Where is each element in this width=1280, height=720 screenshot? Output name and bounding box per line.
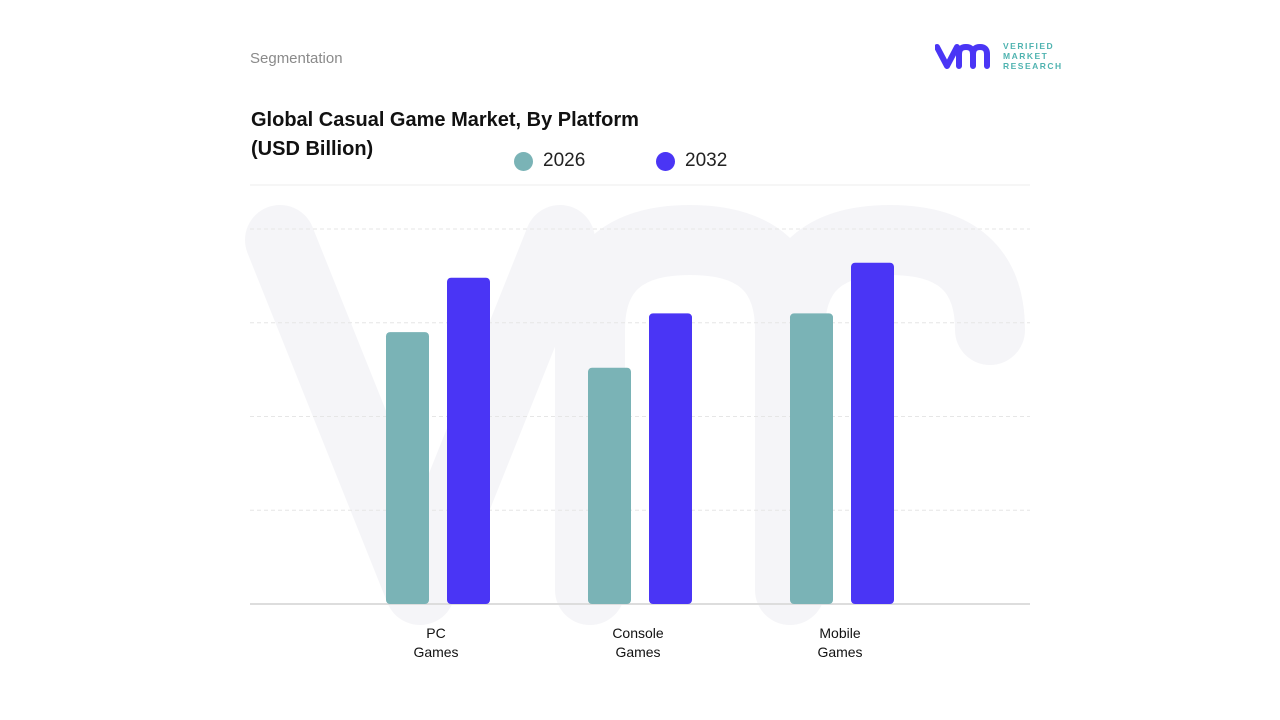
chart-title: Global Casual Game Market, By Platform (… <box>251 106 639 164</box>
bar-2032-console-games <box>649 313 692 604</box>
x-tick-label-line: Mobile <box>819 625 861 641</box>
logo-line: VERIFIED <box>1003 41 1055 51</box>
x-tick-label-line: Games <box>413 644 459 660</box>
x-tick-label-line: Console <box>612 625 664 641</box>
logo-line: RESEARCH <box>1003 61 1063 71</box>
legend-label: 2032 <box>685 150 728 171</box>
subtitle-line: (USD Billion) <box>251 138 374 160</box>
x-tick-label: Mobile Games <box>785 624 895 662</box>
x-tick-label-line: Games <box>615 644 661 660</box>
legend-label: 2026 <box>543 150 586 171</box>
legend-swatch <box>656 151 675 171</box>
logo-line: MARKET <box>1003 51 1049 61</box>
x-tick-label: Console Games <box>583 624 693 662</box>
legend-swatch <box>514 151 533 171</box>
legend-item-2026: 2026 <box>514 150 585 172</box>
x-tick-label-line: PC <box>426 625 446 641</box>
vmr-logo-icon <box>935 44 990 69</box>
section-label: Segmentation <box>250 50 343 67</box>
bar-2026-mobile-games <box>790 313 833 604</box>
x-tick-label-line: Games <box>817 644 863 660</box>
bar-2026-pc-games <box>386 332 429 604</box>
x-tick-label: PC Games <box>381 624 491 662</box>
bar-2032-pc-games <box>447 277 490 604</box>
legend-item-2032: 2032 <box>656 150 727 172</box>
vmr-logo: VERIFIED MARKET RESEARCH <box>935 41 1063 71</box>
title-line: Global Casual Game Market, By Platform <box>251 109 639 131</box>
bar-2026-console-games <box>588 367 631 604</box>
bar-2032-mobile-games <box>851 262 894 604</box>
